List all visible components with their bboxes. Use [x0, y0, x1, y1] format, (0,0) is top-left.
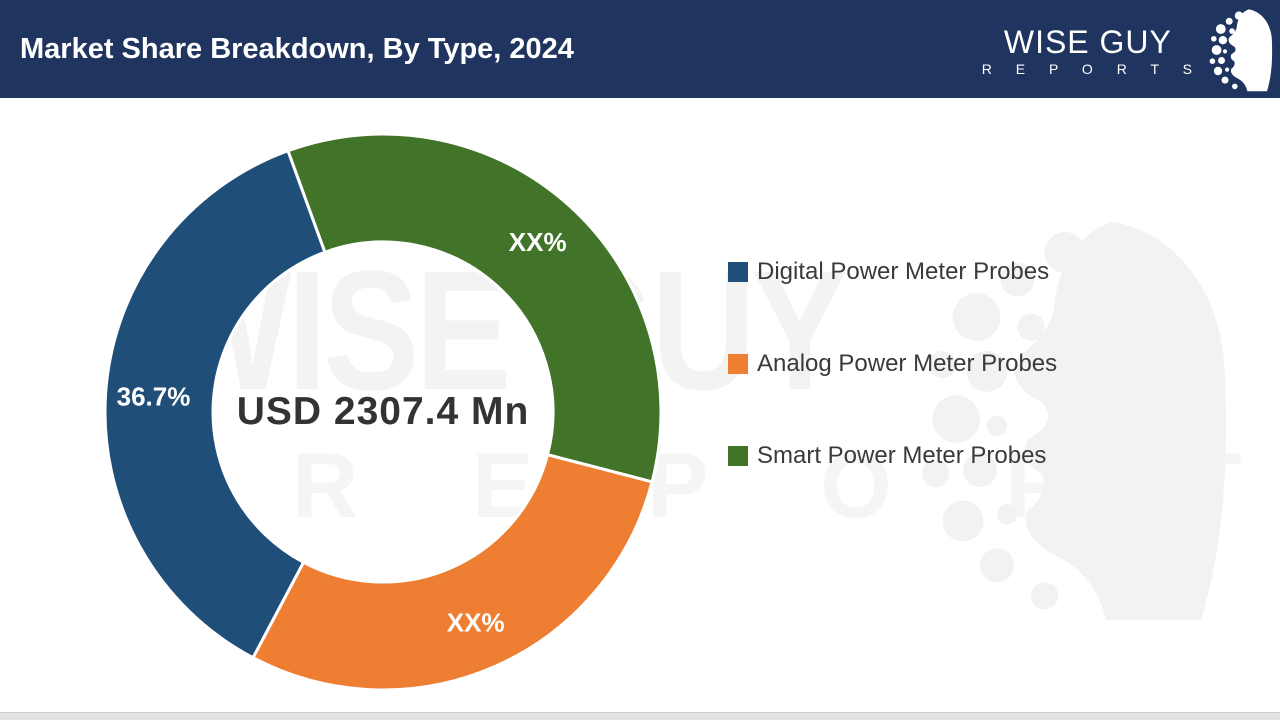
segment-percentage-label: 36.7%: [117, 381, 191, 411]
wise-guy-reports-logo: WISE GUY R E P O R T S: [974, 8, 1276, 92]
legend-item-smart[interactable]: Smart Power Meter Probes: [728, 442, 1057, 470]
segment-percentage-label: XX%: [509, 227, 567, 257]
page-title: Market Share Breakdown, By Type, 2024: [20, 33, 574, 65]
header-bar: Market Share Breakdown, By Type, 2024 WI…: [0, 0, 1280, 98]
donut-chart: XX% XX% 36.7%: [103, 132, 663, 692]
legend-swatch-smart: [728, 446, 748, 466]
legend-swatch-digital: [728, 262, 748, 282]
chart-legend: Digital Power Meter Probes Analog Power …: [728, 258, 1057, 470]
legend-swatch-analog: [728, 354, 748, 374]
legend-label: Digital Power Meter Probes: [757, 258, 1050, 285]
donut-center-value: USD 2307.4 Mn: [236, 390, 530, 433]
donut-segment-analog-power-meter-probes[interactable]: [251, 453, 654, 692]
logo-text: WISE GUY R E P O R T S: [974, 24, 1202, 77]
face-profile-icon: [1202, 8, 1276, 92]
legend-label: Smart Power Meter Probes: [757, 442, 1047, 469]
legend-item-analog[interactable]: Analog Power Meter Probes: [728, 350, 1057, 378]
donut-segment-digital-power-meter-probes[interactable]: [103, 149, 327, 660]
logo-wordmark: WISE GUY: [1003, 23, 1172, 60]
legend-label: Analog Power Meter Probes: [757, 350, 1058, 377]
bottom-scroll-strip[interactable]: [0, 712, 1280, 720]
donut-segment-smart-power-meter-probes[interactable]: [286, 132, 663, 484]
legend-item-digital[interactable]: Digital Power Meter Probes: [728, 258, 1057, 286]
chart-area: WISE GUY R E P O R T S XX%XX%36.7% USD 2…: [0, 98, 1280, 712]
logo-subtitle: R E P O R T S: [981, 60, 1202, 77]
segment-percentage-label: XX%: [447, 608, 505, 638]
